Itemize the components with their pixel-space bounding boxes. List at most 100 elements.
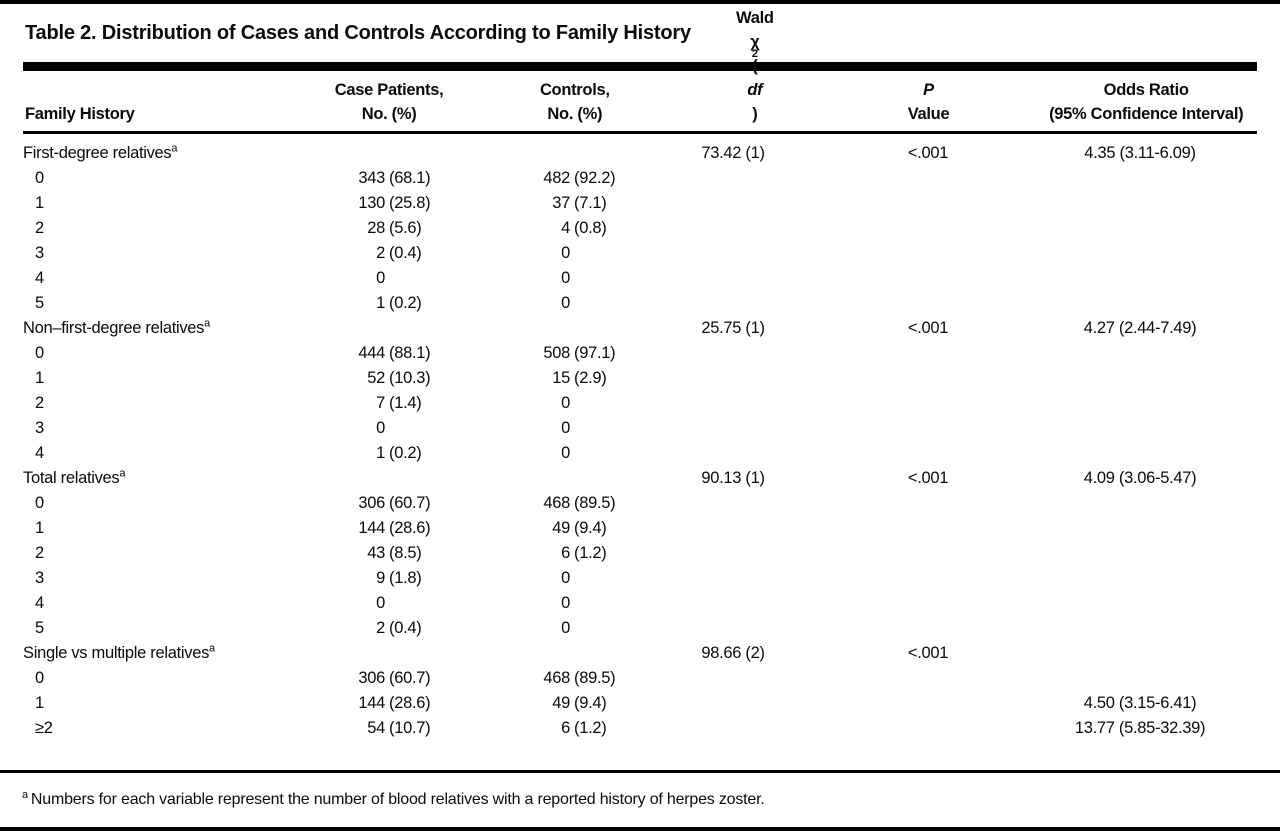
- controls-count-cell: 0: [561, 594, 570, 612]
- family-history-cell: 3: [35, 569, 44, 587]
- p-value-cell: <.001: [907, 644, 949, 662]
- section-row: Non–first-degree relativesa 25.75 (1) <.00…: [23, 316, 1257, 341]
- table-row: 2 43 (8.5) 6 (1.2): [23, 541, 1257, 566]
- table-row: 5 2 (0.4) 0: [23, 616, 1257, 641]
- p-value-cell: <.001: [907, 469, 949, 487]
- odds-ratio-cell: [1023, 291, 1257, 316]
- case-count-cell: 1 (0.2): [376, 294, 422, 312]
- odds-ratio-cell: [1023, 491, 1257, 516]
- controls-count-cell: 482 (92.2): [543, 169, 616, 187]
- title-divider-rule: [23, 62, 1257, 71]
- footnote-marker: a: [22, 788, 28, 801]
- odds-ratio-cell: [1023, 216, 1257, 241]
- wald-cell: [633, 391, 833, 416]
- family-history-cell: 0: [35, 494, 44, 512]
- table-row: 4 0 0: [23, 591, 1257, 616]
- top-border-rule: [0, 0, 1280, 4]
- controls-count-cell: 468 (89.5): [543, 494, 616, 512]
- wald-cell: [633, 616, 833, 641]
- odds-ratio-cell: [1023, 166, 1257, 191]
- family-history-cell: 2: [35, 219, 44, 237]
- p-value-cell: [833, 691, 1023, 716]
- case-count-cell: 1 (0.2): [376, 444, 422, 462]
- wald-cell: [633, 591, 833, 616]
- family-history-cell: Non–first-degree relativesa: [23, 317, 210, 337]
- case-count-cell: 0: [376, 594, 385, 612]
- p-value-cell: [833, 566, 1023, 591]
- header-divider-rule: [23, 131, 1257, 134]
- case-count-cell: 306 (60.7): [358, 669, 431, 687]
- column-header-controls: Controls, No. (%): [539, 81, 610, 123]
- p-value-cell: [833, 616, 1023, 641]
- wald-cell: [633, 166, 833, 191]
- odds-ratio-cell: 13.77 (5.85-32.39): [1074, 719, 1206, 737]
- family-history-cell: Total relativesa: [23, 467, 126, 487]
- p-value-cell: [833, 666, 1023, 691]
- p-value-cell: <.001: [907, 144, 949, 162]
- case-count-cell: 130 (25.8): [358, 194, 431, 212]
- controls-count-cell: 0: [561, 269, 570, 287]
- case-count-cell: 306 (60.7): [358, 494, 431, 512]
- family-history-cell: 2: [35, 544, 44, 562]
- table-row: 3 9 (1.8) 0: [23, 566, 1257, 591]
- controls-count-cell: 468 (89.5): [543, 669, 616, 687]
- p-value-cell: [833, 366, 1023, 391]
- wald-cell: [633, 241, 833, 266]
- odds-ratio-cell: [1023, 516, 1257, 541]
- p-value-cell: [833, 516, 1023, 541]
- controls-count-cell: [440, 466, 633, 491]
- controls-count-cell: [440, 141, 633, 166]
- table-row: 0 306 (60.7) 468 (89.5): [23, 491, 1257, 516]
- case-count-cell: 144 (28.6): [358, 519, 431, 537]
- family-history-cell: 2: [35, 394, 44, 412]
- family-history-table: First-degree relativesa 73.42 (1) <.001 4.3…: [23, 141, 1257, 741]
- family-history-cell: 0: [35, 669, 44, 687]
- family-history-cell: ≥2: [35, 719, 53, 737]
- family-history-cell: 1: [35, 369, 44, 387]
- p-value-cell: [833, 391, 1023, 416]
- p-value-cell: [833, 441, 1023, 466]
- odds-ratio-cell: [1023, 341, 1257, 366]
- p-value-cell: [833, 166, 1023, 191]
- case-count-cell: 0: [376, 269, 385, 287]
- wald-cell: [633, 441, 833, 466]
- controls-count-cell: 0: [561, 244, 570, 262]
- odds-ratio-cell: [1023, 266, 1257, 291]
- p-value-cell: <.001: [907, 319, 949, 337]
- case-count-cell: 2 (0.4): [376, 619, 422, 637]
- table-row: 3 2 (0.4) 0: [23, 241, 1257, 266]
- p-value-cell: [833, 716, 1023, 741]
- odds-ratio-cell: [1023, 191, 1257, 216]
- controls-count-cell: 0: [561, 419, 570, 437]
- wald-cell: 98.66 (2): [701, 644, 765, 662]
- controls-count-cell: 0: [561, 619, 570, 637]
- odds-ratio-cell: 4.27 (2.44-7.49): [1083, 319, 1197, 337]
- table-row: ≥2 54 (10.7) 6 (1.2) 13.77 (5.85-32.39): [23, 716, 1257, 741]
- table-row: 5 1 (0.2) 0: [23, 291, 1257, 316]
- family-history-cell: 5: [35, 619, 44, 637]
- wald-cell: [633, 541, 833, 566]
- p-value-cell: [833, 241, 1023, 266]
- case-count-cell: 2 (0.4): [376, 244, 422, 262]
- p-value-cell: [833, 266, 1023, 291]
- table-row: 1 52 (10.3) 15 (2.9): [23, 366, 1257, 391]
- odds-ratio-cell: 4.35 (3.11-6.09): [1084, 144, 1196, 162]
- controls-count-cell: 6 (1.2): [561, 719, 607, 737]
- case-count-cell: 343 (68.1): [358, 169, 431, 187]
- case-count-cell: [270, 641, 440, 666]
- p-value-cell: [833, 416, 1023, 441]
- p-value-cell: [833, 291, 1023, 316]
- controls-count-cell: 37 (7.1): [552, 194, 607, 212]
- section-row: First-degree relativesa 73.42 (1) <.001 4.3…: [23, 141, 1257, 166]
- family-history-cell: Single vs multiple relativesa: [23, 642, 215, 662]
- wald-cell: [633, 191, 833, 216]
- odds-ratio-cell: [1023, 441, 1257, 466]
- controls-count-cell: 0: [561, 444, 570, 462]
- wald-cell: [633, 416, 833, 441]
- odds-ratio-cell: [1023, 566, 1257, 591]
- controls-count-cell: 6 (1.2): [561, 544, 607, 562]
- bottom-border-rule: [0, 827, 1280, 831]
- family-history-cell: First-degree relativesa: [23, 142, 178, 162]
